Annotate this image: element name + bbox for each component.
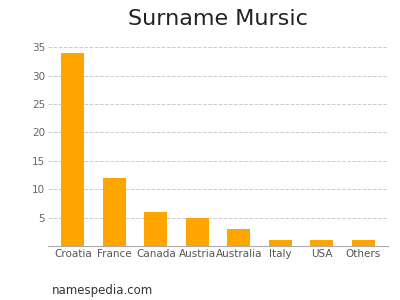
Bar	[103, 178, 126, 246]
Text: namespedia.com: namespedia.com	[52, 284, 153, 297]
Bar	[62, 53, 84, 246]
Bar	[310, 240, 333, 246]
Title: Surname Mursic: Surname Mursic	[128, 9, 308, 29]
Bar	[269, 240, 292, 246]
Bar	[144, 212, 167, 246]
Bar	[227, 229, 250, 246]
Bar	[186, 218, 209, 246]
Bar	[352, 240, 374, 246]
